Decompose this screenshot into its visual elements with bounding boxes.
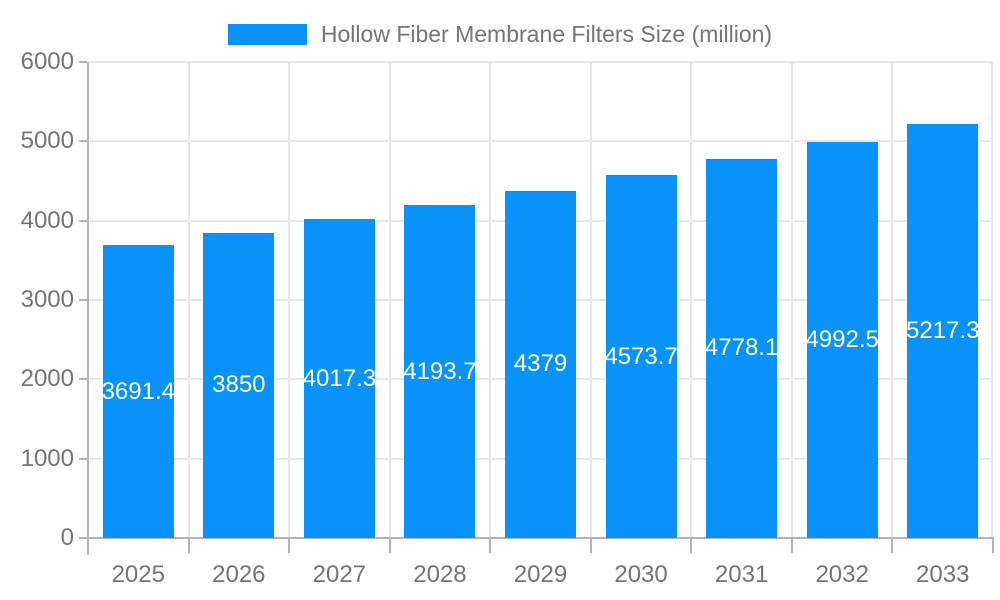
bar-2031[interactable]: 4778.1	[704, 158, 779, 538]
y-axis-tick	[79, 140, 87, 143]
legend-swatch	[227, 24, 307, 45]
v-gridline	[589, 62, 592, 538]
x-axis-tick	[288, 537, 291, 553]
y-axis-label: 3000	[20, 286, 74, 313]
v-gridline	[489, 62, 492, 538]
bar-value-label: 5217.3	[906, 317, 980, 345]
bar-value-label: 4017.3	[302, 364, 377, 392]
x-axis-label-2032: 2032	[815, 561, 869, 588]
x-axis-label-2026: 2026	[212, 561, 266, 588]
bar-2026[interactable]: 3850	[203, 232, 275, 538]
x-axis-tick	[891, 537, 894, 553]
x-axis-tick	[790, 537, 793, 553]
bar-value-label: 3850	[212, 371, 266, 399]
bar-2030[interactable]: 4573.7	[604, 175, 678, 538]
x-axis-tick	[992, 537, 994, 553]
x-axis-tick	[690, 537, 693, 553]
y-axis-label: 0	[60, 524, 74, 551]
y-axis-tick	[79, 61, 87, 63]
bar-value-label: 4778.1	[704, 334, 779, 362]
x-axis-label-2030: 2030	[614, 561, 668, 588]
v-gridline	[790, 62, 793, 538]
x-axis-label-2031: 2031	[714, 561, 769, 588]
y-axis-tick	[79, 457, 87, 460]
x-axis-tick	[87, 537, 89, 553]
bar-2032[interactable]: 4992.5	[805, 141, 879, 538]
bar-2029[interactable]: 4379	[505, 190, 576, 538]
bar-value-label: 3691.4	[101, 377, 175, 405]
bar-2033[interactable]: 5217.3	[906, 124, 980, 538]
bar-2027[interactable]: 4017.3	[302, 219, 377, 538]
y-axis-label: 4000	[20, 206, 74, 234]
v-gridline	[891, 62, 894, 538]
x-axis-label-2029: 2029	[513, 561, 568, 588]
bar-2025[interactable]: 3691.4	[101, 245, 175, 538]
bar-2028[interactable]: 4193.7	[403, 205, 477, 538]
x-axis-label-2033: 2033	[916, 561, 970, 588]
v-gridline	[388, 62, 391, 538]
legend-label: Hollow Fiber Membrane Filters Size (mill…	[320, 21, 773, 47]
y-axis-label: 6000	[20, 48, 74, 75]
x-axis-line	[88, 537, 993, 539]
bar-value-label: 4193.7	[403, 357, 477, 385]
y-axis-label: 1000	[20, 444, 74, 472]
plot-right-border	[991, 62, 993, 538]
y-axis-label: 5000	[20, 127, 74, 155]
x-axis-label-2028: 2028	[413, 561, 467, 588]
y-axis-tick	[79, 299, 87, 301]
bar-value-label: 4992.5	[805, 325, 879, 353]
h-gridline-6000	[88, 61, 993, 63]
y-axis-tick	[79, 219, 87, 222]
chart-legend[interactable]: Hollow Fiber Membrane Filters Size (mill…	[0, 21, 1000, 48]
y-axis-tick	[79, 378, 87, 381]
x-axis-label-2027: 2027	[312, 561, 367, 588]
h-gridline-5000	[88, 140, 993, 143]
bar-value-label: 4379	[513, 350, 568, 378]
v-gridline	[690, 62, 693, 538]
y-axis-line	[87, 62, 89, 555]
x-axis-label-2025: 2025	[111, 561, 165, 588]
y-axis-label: 2000	[20, 365, 74, 393]
x-axis-tick	[489, 537, 492, 553]
v-gridline	[288, 62, 291, 538]
v-gridline	[187, 62, 190, 538]
x-axis-tick	[187, 537, 190, 553]
bar-value-label: 4573.7	[604, 342, 678, 370]
x-axis-tick	[589, 537, 592, 553]
y-axis-tick	[79, 537, 87, 539]
x-axis-tick	[388, 537, 391, 553]
